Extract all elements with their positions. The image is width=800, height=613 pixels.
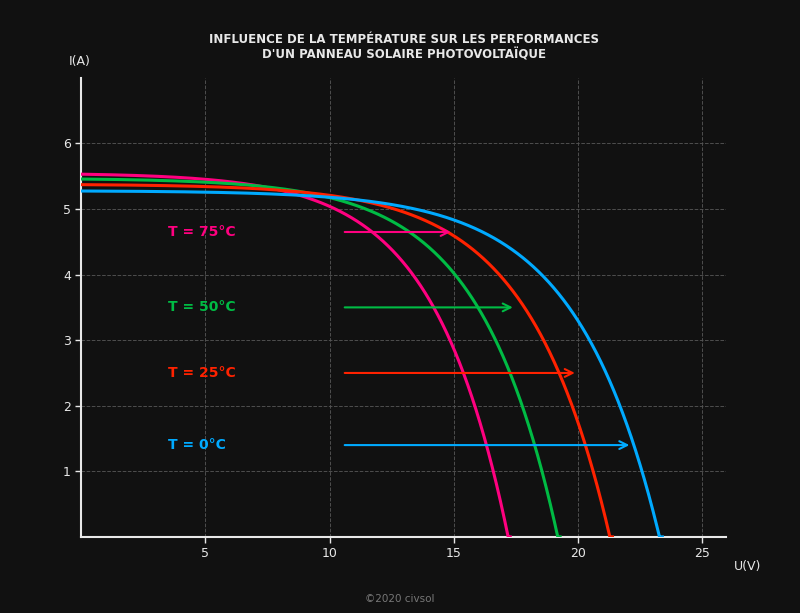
Text: T = 75°C: T = 75°C [168,225,236,239]
Text: I(A): I(A) [69,55,91,68]
Text: U(V): U(V) [734,560,762,573]
Text: T = 50°C: T = 50°C [168,300,236,314]
Title: INFLUENCE DE LA TEMPÉRATURE SUR LES PERFORMANCES
D'UN PANNEAU SOLAIRE PHOTOVOLTA: INFLUENCE DE LA TEMPÉRATURE SUR LES PERF… [209,33,599,61]
Text: T = 0°C: T = 0°C [168,438,226,452]
Text: ©2020 civsol: ©2020 civsol [366,594,434,604]
Text: T = 25°C: T = 25°C [168,366,236,380]
